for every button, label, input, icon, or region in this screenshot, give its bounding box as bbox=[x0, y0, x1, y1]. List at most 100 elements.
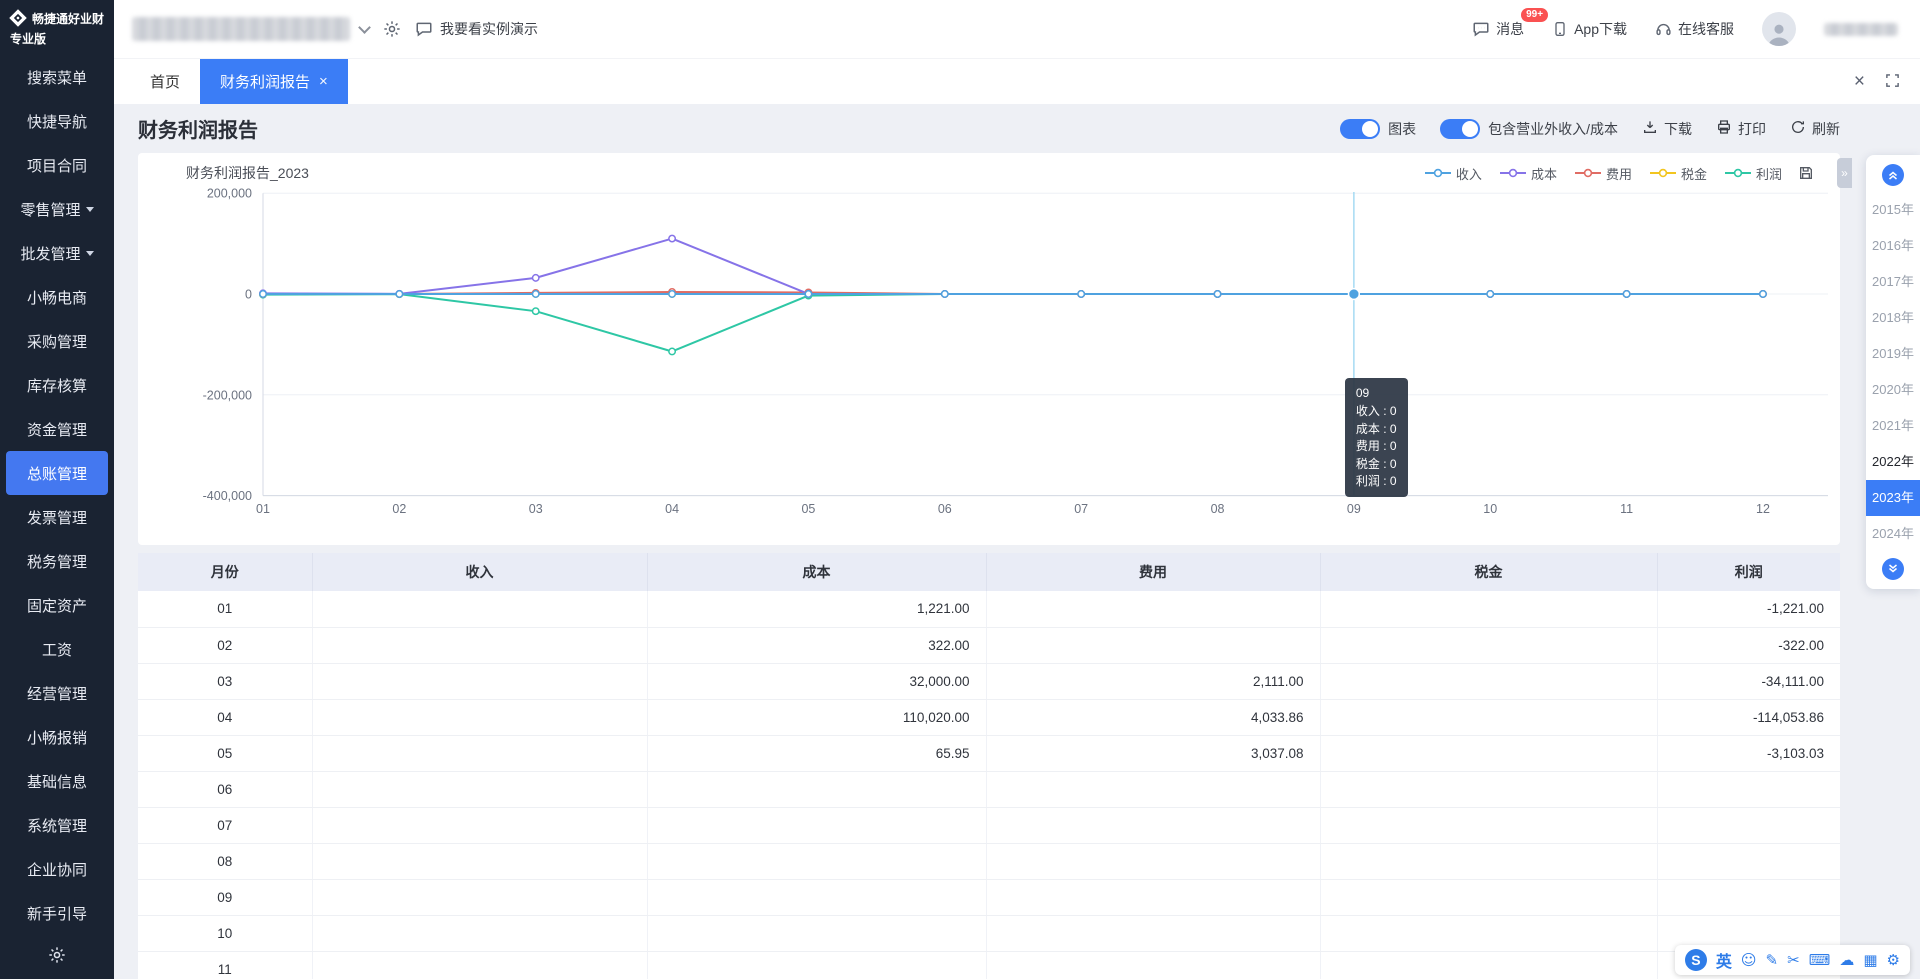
cloud-icon[interactable]: ☁ bbox=[1839, 951, 1855, 969]
sidebar-item-xiaochang-ecommerce[interactable]: 小畅电商 bbox=[6, 275, 108, 319]
table-cell: 03 bbox=[138, 663, 313, 700]
double-chevron-up-icon[interactable] bbox=[1882, 164, 1904, 186]
year-panel-collapse-handle[interactable]: » bbox=[1837, 158, 1852, 188]
year-item-2023年[interactable]: 2023年 bbox=[1866, 480, 1920, 516]
table-row[interactable]: 02 322.00 -322.00 bbox=[138, 627, 1840, 664]
include-nonoperating-toggle[interactable]: 包含营业外收入/成本 bbox=[1440, 118, 1618, 139]
chart-toggle[interactable]: 图表 bbox=[1340, 118, 1416, 139]
series-line-利润 bbox=[262, 293, 1763, 353]
online-support-button[interactable]: 在线客服 bbox=[1655, 19, 1734, 39]
handwriting-icon[interactable]: ✎ bbox=[1765, 951, 1779, 969]
sidebar-item-wholesale-mgmt[interactable]: 批发管理 bbox=[6, 231, 108, 275]
table-row[interactable]: 11 bbox=[138, 951, 1840, 979]
sidebar-item-label: 发票管理 bbox=[26, 509, 87, 527]
toggle-on-icon[interactable] bbox=[1340, 118, 1381, 139]
keyboard-icon[interactable]: ⌨ bbox=[1808, 951, 1831, 969]
legend-label: 成本 bbox=[1530, 166, 1557, 182]
ime-language-indicator[interactable]: 英 bbox=[1715, 954, 1732, 971]
legend-item-2[interactable]: 费用 bbox=[1574, 164, 1632, 183]
year-item-2020年[interactable]: 2020年 bbox=[1872, 382, 1914, 397]
table-cell bbox=[1320, 951, 1658, 979]
app-download-button[interactable]: App下载 bbox=[1552, 19, 1627, 39]
legend-item-1[interactable]: 成本 bbox=[1499, 164, 1557, 183]
table-row[interactable]: 09 bbox=[138, 879, 1840, 916]
point-marker bbox=[668, 290, 677, 298]
year-item-2019年[interactable]: 2019年 bbox=[1872, 346, 1914, 361]
messages-button[interactable]: 消息 99+ bbox=[1472, 8, 1549, 39]
save-image-icon[interactable] bbox=[1798, 165, 1814, 181]
table-row[interactable]: 08 bbox=[138, 843, 1840, 880]
year-item-2018年[interactable]: 2018年 bbox=[1872, 310, 1914, 325]
sidebar-item-funds-mgmt[interactable]: 资金管理 bbox=[6, 407, 108, 451]
legend-item-4[interactable]: 利润 bbox=[1724, 164, 1782, 183]
toggle-on-icon[interactable] bbox=[1440, 118, 1481, 139]
profit-line-chart[interactable]: 200,000 0 -200,000 -400,000 01 02 03 04 05 06 07 08… bbox=[138, 185, 1840, 525]
sidebar-item-operations-mgmt[interactable]: 经营管理 bbox=[6, 671, 108, 715]
year-item-2021年[interactable]: 2021年 bbox=[1872, 418, 1914, 433]
close-icon[interactable]: × bbox=[1853, 71, 1865, 92]
org-select-redacted[interactable] bbox=[132, 17, 350, 41]
year-item-2022年[interactable]: 2022年 bbox=[1872, 454, 1914, 469]
table-cell: 01 bbox=[138, 591, 313, 628]
year-item-2017年[interactable]: 2017年 bbox=[1872, 274, 1914, 289]
download-button[interactable]: 下载 bbox=[1642, 119, 1692, 139]
table-row[interactable]: 10 bbox=[138, 915, 1840, 952]
tab-close-icon[interactable]: × bbox=[319, 73, 328, 90]
emoji-icon[interactable]: ☺ bbox=[1740, 951, 1757, 969]
year-item-2016年[interactable]: 2016年 bbox=[1872, 238, 1914, 253]
demo-button[interactable]: 我要看实例演示 bbox=[415, 19, 538, 39]
sidebar-item-retail-mgmt[interactable]: 零售管理 bbox=[6, 187, 108, 231]
sidebar-item-basic-info[interactable]: 基础信息 bbox=[6, 759, 108, 803]
sidebar-item-fixed-assets[interactable]: 固定资产 bbox=[6, 583, 108, 627]
table-row[interactable]: 03 32,000.00 2,111.00 -34,111.00 bbox=[138, 663, 1840, 700]
point-marker bbox=[1622, 290, 1631, 298]
sidebar-item-payroll[interactable]: 工资 bbox=[6, 627, 108, 671]
demo-label: 我要看实例演示 bbox=[440, 21, 538, 37]
gear-icon[interactable] bbox=[383, 20, 401, 38]
sidebar-item-search-menu[interactable]: 搜索菜单 bbox=[6, 55, 108, 99]
tab-home[interactable]: 首页 bbox=[130, 59, 200, 104]
year-item-2024年[interactable]: 2024年 bbox=[1872, 526, 1914, 541]
year-item-2015年[interactable]: 2015年 bbox=[1872, 202, 1914, 217]
caret-down-icon bbox=[85, 206, 94, 212]
settings-icon[interactable]: ⚙ bbox=[1886, 951, 1900, 969]
refresh-button[interactable]: 刷新 bbox=[1790, 119, 1840, 139]
table-row[interactable]: 01 1,221.00 -1,221.00 bbox=[138, 591, 1840, 628]
ime-logo-icon[interactable]: S bbox=[1684, 949, 1707, 971]
legend-item-0[interactable]: 收入 bbox=[1424, 164, 1482, 183]
sidebar-item-tax-mgmt[interactable]: 税务管理 bbox=[6, 539, 108, 583]
avatar[interactable] bbox=[1762, 12, 1796, 46]
table-row[interactable]: 05 65.95 3,037.08 -3,103.03 bbox=[138, 735, 1840, 772]
skin-grid-icon[interactable]: ▦ bbox=[1863, 951, 1878, 969]
clip-icon[interactable]: ✂ bbox=[1787, 951, 1800, 969]
table-row[interactable]: 07 bbox=[138, 807, 1840, 844]
sidebar-item-invoice-mgmt[interactable]: 发票管理 bbox=[6, 495, 108, 539]
table-cell bbox=[1320, 915, 1658, 952]
fullscreen-icon[interactable] bbox=[1885, 73, 1900, 91]
sidebar-item-label: 总账管理 bbox=[26, 465, 87, 483]
sidebar-item-enterprise-collab[interactable]: 企业协同 bbox=[6, 847, 108, 891]
headset-icon bbox=[1655, 21, 1672, 38]
chevron-down-icon[interactable] bbox=[358, 20, 371, 34]
sidebar-item-purchase-mgmt[interactable]: 采购管理 bbox=[6, 319, 108, 363]
sidebar-item-xiaochang-expense[interactable]: 小畅报销 bbox=[6, 715, 108, 759]
sidebar-item-general-ledger[interactable]: 总账管理 bbox=[6, 451, 108, 495]
table-cell: -114,053.86 bbox=[1657, 699, 1840, 736]
sidebar-item-project-contract[interactable]: 项目合同 bbox=[6, 143, 108, 187]
sidebar-item-beginner-guide[interactable]: 新手引导 bbox=[6, 891, 108, 933]
sidebar-item-quick-nav[interactable]: 快捷导航 bbox=[6, 99, 108, 143]
tab-profit-report[interactable]: 财务利润报告 × bbox=[200, 59, 348, 104]
logo-subtitle: 专业版 bbox=[10, 32, 47, 46]
table-cell bbox=[1657, 771, 1840, 808]
table-cell bbox=[312, 663, 648, 700]
table-row[interactable]: 04 110,020.00 4,033.86 -114,053.86 bbox=[138, 699, 1840, 736]
legend-item-3[interactable]: 税金 bbox=[1649, 164, 1707, 183]
table-cell bbox=[312, 951, 648, 979]
table-row[interactable]: 06 bbox=[138, 771, 1840, 808]
sidebar-item-inventory-accounting[interactable]: 库存核算 bbox=[6, 363, 108, 407]
gear-icon[interactable] bbox=[48, 946, 66, 967]
sidebar-footer bbox=[0, 933, 114, 979]
sidebar-item-system-mgmt[interactable]: 系统管理 bbox=[6, 803, 108, 847]
double-chevron-down-icon[interactable] bbox=[1882, 558, 1904, 580]
print-button[interactable]: 打印 bbox=[1716, 119, 1766, 139]
